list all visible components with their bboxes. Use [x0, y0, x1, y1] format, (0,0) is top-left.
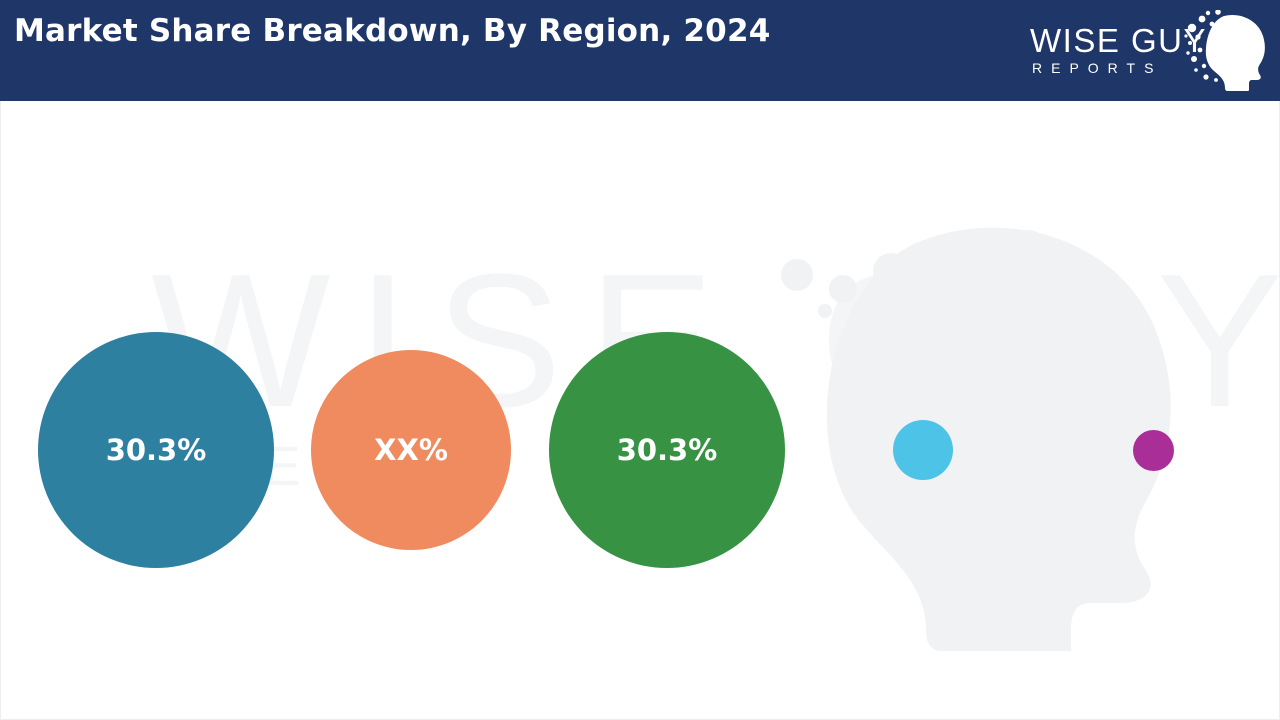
- bubble-south-america[interactable]: [893, 420, 953, 480]
- logo-subtitle: REPORTS: [1032, 60, 1163, 76]
- chart-body: WISE GUY REPORTS: [0, 101, 1280, 720]
- logo-wordmark: WISE GUY: [1030, 22, 1208, 59]
- brand-logo: WISE GUY REPORTS: [1022, 8, 1272, 94]
- bubble-north-america[interactable]: 30.3%: [38, 332, 274, 568]
- dotted-head-profile-icon: [1184, 10, 1265, 91]
- bubble-value-label: 30.3%: [105, 433, 207, 467]
- bubble-value-label: 30.3%: [616, 433, 718, 467]
- watermark-head-profile-icon: [781, 227, 1171, 651]
- page-title: Market Share Breakdown, By Region, 2024: [14, 13, 771, 49]
- bubble-apac[interactable]: 30.3%: [549, 332, 785, 568]
- bubble-europe[interactable]: XX%: [311, 350, 511, 550]
- bubble-value-label: XX%: [374, 433, 448, 467]
- bubble-mea[interactable]: [1133, 430, 1174, 471]
- header-bar: Market Share Breakdown, By Region, 2024 …: [0, 0, 1280, 101]
